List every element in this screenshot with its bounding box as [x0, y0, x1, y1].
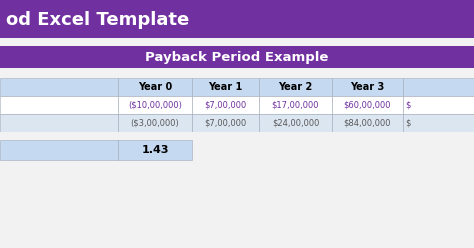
- Bar: [192, 96, 259, 114]
- Bar: [0, 114, 118, 132]
- Text: od Excel Template: od Excel Template: [6, 11, 189, 29]
- Bar: [259, 78, 332, 96]
- Text: Year 2: Year 2: [278, 82, 313, 92]
- Bar: [0, 132, 474, 248]
- Text: $60,00,000: $60,00,000: [344, 100, 391, 110]
- Text: 1.43: 1.43: [141, 145, 169, 155]
- Text: $: $: [405, 100, 410, 110]
- Text: Year 1: Year 1: [209, 82, 243, 92]
- Text: ($3,00,000): ($3,00,000): [131, 119, 179, 127]
- Bar: [259, 96, 332, 114]
- Text: $24,00,000: $24,00,000: [272, 119, 319, 127]
- Bar: [403, 96, 474, 114]
- Text: $84,00,000: $84,00,000: [344, 119, 391, 127]
- Bar: [0, 78, 118, 96]
- Bar: [332, 78, 403, 96]
- Text: Year 3: Year 3: [350, 82, 384, 92]
- Text: $: $: [405, 119, 410, 127]
- Text: ($10,00,000): ($10,00,000): [128, 100, 182, 110]
- Bar: [403, 78, 474, 96]
- Bar: [118, 96, 192, 114]
- Bar: [118, 114, 192, 132]
- Bar: [0, 46, 474, 68]
- Bar: [259, 114, 332, 132]
- Bar: [118, 78, 192, 96]
- Bar: [0, 140, 118, 160]
- Bar: [118, 140, 192, 160]
- Text: $17,00,000: $17,00,000: [272, 100, 319, 110]
- Text: Year 0: Year 0: [138, 82, 172, 92]
- Bar: [0, 0, 474, 38]
- Bar: [403, 114, 474, 132]
- Text: $7,00,000: $7,00,000: [204, 119, 246, 127]
- Bar: [192, 78, 259, 96]
- Bar: [332, 114, 403, 132]
- Bar: [192, 114, 259, 132]
- Bar: [0, 38, 474, 46]
- Text: $7,00,000: $7,00,000: [204, 100, 246, 110]
- Bar: [0, 96, 118, 114]
- Bar: [0, 68, 474, 78]
- Text: Payback Period Example: Payback Period Example: [146, 51, 328, 63]
- Bar: [332, 96, 403, 114]
